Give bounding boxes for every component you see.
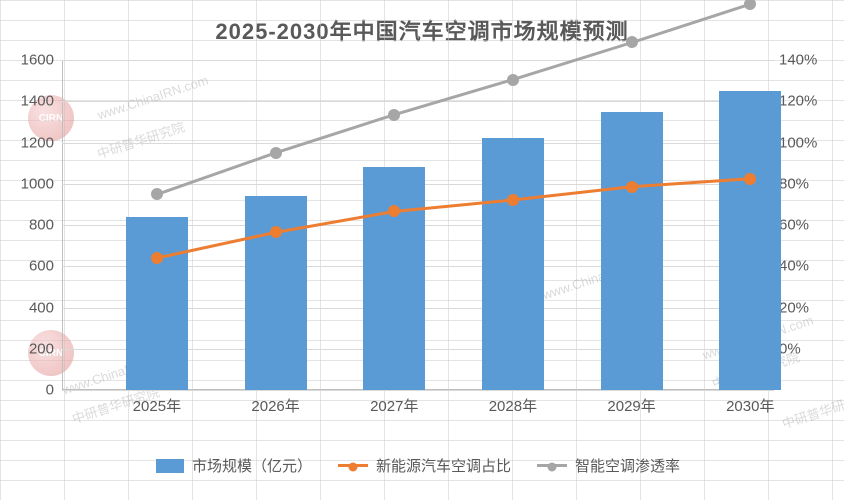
left-axis-tick: 0: [4, 382, 54, 399]
left-axis-tick: 400: [4, 299, 54, 316]
new-energy-marker[interactable]: [270, 226, 282, 238]
x-axis-category: 2025年: [107, 395, 207, 416]
chart-container: 2025-2030年中国汽车空调市场规模预测 CIRN www.ChinaIRN…: [0, 0, 844, 500]
legend-item-new-energy[interactable]: 新能源汽车空调占比: [338, 455, 511, 476]
left-axis-tick: 1400: [4, 93, 54, 110]
right-axis-tick: 40%: [779, 258, 834, 275]
legend-swatch-bar: [156, 459, 184, 473]
new-energy-marker[interactable]: [744, 173, 756, 185]
smart-ac-marker[interactable]: [270, 147, 282, 159]
right-axis-tick: 140%: [779, 52, 834, 69]
smart-ac-marker[interactable]: [507, 74, 519, 86]
left-axis-tick: 1600: [4, 52, 54, 69]
right-axis-tick: 0%: [779, 340, 834, 357]
new-energy-marker[interactable]: [507, 194, 519, 206]
x-axis-category: 2030年: [700, 395, 800, 416]
legend-swatch-line-gray: [537, 464, 567, 467]
legend-item-market-size[interactable]: 市场规模（亿元）: [156, 455, 312, 476]
chart-title: 2025-2030年中国汽车空调市场规模预测: [0, 0, 844, 46]
new-energy-marker[interactable]: [626, 181, 638, 193]
legend-label-market-size: 市场规模（亿元）: [192, 455, 312, 476]
legend-swatch-line-orange: [338, 464, 368, 467]
plot-area: 1600 1400 1200 1000 800 600 400 200 0 14…: [62, 60, 774, 390]
x-axis-category: 2029年: [582, 395, 682, 416]
right-axis-tick: 80%: [779, 175, 834, 192]
left-axis-tick: 1000: [4, 175, 54, 192]
lines-group: [62, 60, 774, 390]
legend-group: 市场规模（亿元） 新能源汽车空调占比 智能空调渗透率: [62, 455, 774, 476]
smart-ac-marker[interactable]: [151, 188, 163, 200]
legend-label-new-energy: 新能源汽车空调占比: [376, 455, 511, 476]
legend-label-smart-ac: 智能空调渗透率: [575, 455, 680, 476]
left-axis-tick: 800: [4, 217, 54, 234]
left-axis-tick: 200: [4, 340, 54, 357]
new-energy-line[interactable]: [157, 179, 750, 258]
right-axis-tick: 120%: [779, 93, 834, 110]
right-axis-tick: 100%: [779, 134, 834, 151]
left-axis-tick: 1200: [4, 134, 54, 151]
right-axis-tick: 60%: [779, 217, 834, 234]
new-energy-marker[interactable]: [151, 252, 163, 264]
smart-ac-marker[interactable]: [388, 109, 400, 121]
right-axis-tick: 20%: [779, 299, 834, 316]
smart-ac-marker[interactable]: [626, 36, 638, 48]
x-axis-category: 2026年: [226, 395, 326, 416]
left-axis-tick: 600: [4, 258, 54, 275]
new-energy-marker[interactable]: [388, 205, 400, 217]
x-axis-category: 2027年: [344, 395, 444, 416]
x-axis-category: 2028年: [463, 395, 563, 416]
legend-item-smart-ac[interactable]: 智能空调渗透率: [537, 455, 680, 476]
